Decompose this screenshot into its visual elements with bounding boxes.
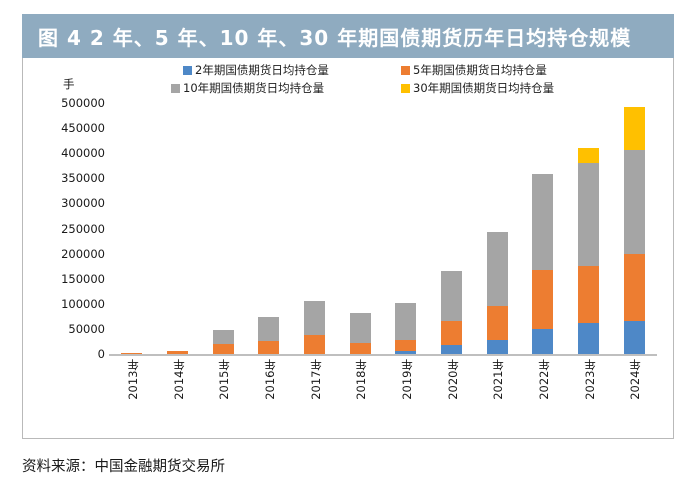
bar-group[interactable]: [121, 353, 143, 354]
y-axis-tick-label: 300000: [61, 196, 105, 211]
x-axis-line: [109, 354, 657, 356]
x-axis-tick-label: 2018年: [354, 359, 369, 400]
legend-2y[interactable]: 2年期国债期货日均持仓量: [183, 62, 329, 78]
bar-segment: [578, 265, 599, 323]
y-axis-tick-label: 350000: [61, 171, 105, 186]
y-axis-tick-label: 0: [97, 347, 105, 361]
y-axis-tick-label: 450000: [61, 121, 105, 136]
plot-area: 500000 450000 400000 350000 300000 250000 2000…: [61, 96, 657, 400]
x-axis-tick-label: 2020年: [445, 359, 460, 400]
bar-segment: [441, 344, 462, 354]
y-axis-tick-label: 50000: [68, 321, 105, 336]
bar-segment: [486, 305, 508, 340]
bar-segment: [532, 269, 554, 329]
legend-10y[interactable]: 10年期国债期货日均持仓量: [171, 80, 324, 96]
bar-group[interactable]: [486, 231, 508, 354]
bar-segment: [395, 302, 417, 340]
x-axis-tick-label: 2016年: [262, 359, 277, 400]
y-axis-unit-label: 手: [63, 77, 75, 91]
chart-panel: 2年期国债期货日均持仓量 5年期国债期货日均持仓量 10年期国债期货日均持仓量 30年…: [22, 58, 674, 439]
legend-swatch-icon: [171, 83, 180, 93]
bar-segment: [623, 107, 645, 151]
legend-swatch-icon: [183, 65, 192, 75]
bar-group[interactable]: [441, 270, 462, 354]
bar-segment: [578, 322, 599, 354]
figure-title-bar: 图 4 2 年、5 年、10 年、30 年期国债期货历年日均持仓规模: [22, 14, 674, 58]
bar-group[interactable]: [532, 174, 554, 354]
bar-segment: [349, 343, 371, 354]
y-axis-tick-label: 100000: [61, 296, 105, 311]
bar-segment: [486, 231, 508, 306]
legend-label: 10年期国债期货日均持仓量: [183, 81, 325, 95]
legend-swatch-icon: [401, 65, 410, 75]
bar-segment: [623, 150, 645, 254]
bar-group[interactable]: [304, 301, 325, 354]
bar-group[interactable]: [212, 329, 234, 354]
bar-segment: [304, 301, 325, 336]
y-axis-tick-label: 500000: [61, 96, 105, 110]
bar-group[interactable]: [395, 302, 417, 354]
y-axis-tick-label: 150000: [61, 271, 105, 286]
bar-group[interactable]: [578, 148, 599, 354]
bar-segment: [395, 351, 417, 354]
bar-segment: [121, 353, 143, 354]
bar-group[interactable]: [167, 350, 188, 354]
x-axis-tick-label: 2019年: [399, 359, 414, 400]
page-title: 图 4 2 年、5 年、10 年、30 年期国债期货历年日均持仓规模: [38, 25, 632, 50]
bar-segment: [441, 270, 462, 321]
bar-segment: [578, 148, 599, 164]
bar-group[interactable]: [623, 107, 645, 354]
legend-label: 5年期国债期货日均持仓量: [413, 63, 547, 77]
bar-segment: [167, 350, 188, 354]
bar-segment: [623, 253, 645, 321]
bar-group[interactable]: [349, 313, 371, 354]
y-axis-tick-label: 250000: [61, 221, 105, 236]
bar-segment: [532, 174, 554, 270]
x-axis-tick-label: 2013年: [125, 359, 140, 400]
bar-segment: [623, 320, 645, 354]
bar-segment: [212, 329, 234, 344]
x-axis-tick-label: 2024年: [628, 359, 643, 400]
legend-label: 2年期国债期货日均持仓量: [195, 63, 329, 77]
legend-5y[interactable]: 5年期国债期货日均持仓量: [401, 62, 547, 78]
source-note: 资料来源：中国金融期货交易所: [22, 459, 225, 475]
x-axis-tick-label: 2021年: [491, 359, 506, 400]
figure-container: 图 4 2 年、5 年、10 年、30 年期国债期货历年日均持仓规模 2年期国债…: [22, 14, 674, 439]
chart-legend: 2年期国债期货日均持仓量 5年期国债期货日均持仓量 10年期国债期货日均持仓量 30年…: [153, 62, 605, 98]
x-axis: 2013年 2014年 2015年 2016年 2017年 2018年 2019年 2020年…: [109, 359, 657, 421]
x-axis-tick-label: 2023年: [582, 359, 597, 400]
y-axis-tick-label: 400000: [61, 146, 105, 161]
bar-segment: [258, 340, 280, 354]
y-axis: 500000 450000 400000 350000 300000 250000 2000…: [25, 96, 105, 361]
legend-label: 30年期国债期货日均持仓量: [413, 81, 555, 95]
bar-segment: [258, 316, 280, 341]
bar-segment: [441, 320, 462, 345]
bar-segment: [212, 343, 234, 354]
bar-segment: [349, 313, 371, 344]
bar-segment: [578, 163, 599, 266]
x-axis-tick-label: 2017年: [308, 359, 323, 400]
bar-segment: [532, 328, 554, 354]
x-axis-tick-label: 2015年: [217, 359, 232, 400]
legend-swatch-icon: [401, 83, 410, 93]
bar-series-container: [109, 103, 657, 354]
bar-group[interactable]: [258, 316, 280, 354]
legend-30y[interactable]: 30年期国债期货日均持仓量: [401, 80, 554, 96]
bar-segment: [304, 335, 325, 354]
bar-segment: [486, 339, 508, 354]
bar-segment: [395, 339, 417, 351]
y-axis-tick-label: 200000: [61, 246, 105, 261]
x-axis-tick-label: 2022年: [536, 359, 551, 400]
x-axis-tick-label: 2014年: [171, 359, 186, 400]
